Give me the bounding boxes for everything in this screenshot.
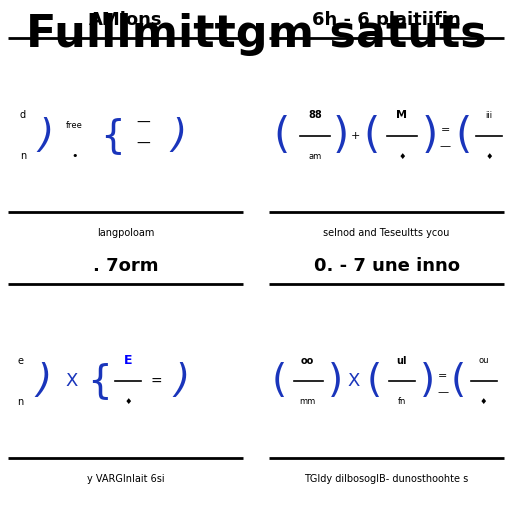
Text: =: =	[438, 371, 447, 381]
Text: =: =	[441, 125, 450, 136]
Text: ou: ou	[479, 356, 489, 366]
Text: —: —	[440, 141, 451, 151]
Text: am: am	[308, 152, 322, 161]
Text: (: (	[451, 362, 466, 400]
Text: (: (	[273, 115, 290, 157]
Text: ): )	[174, 362, 189, 400]
Text: n: n	[17, 397, 24, 407]
Text: ): )	[172, 117, 187, 155]
Text: —: —	[437, 387, 449, 397]
Text: {: {	[88, 362, 112, 400]
Text: mm: mm	[299, 397, 315, 407]
Text: iii: iii	[485, 111, 493, 120]
Text: TGIdy dilbosogIB- dunosthoohte s: TGIdy dilbosogIB- dunosthoohte s	[305, 474, 468, 484]
Text: langpoloam: langpoloam	[97, 228, 154, 238]
Text: E: E	[124, 354, 132, 368]
Text: AMions: AMions	[89, 11, 162, 29]
Text: ♦: ♦	[485, 152, 493, 161]
Text: (: (	[271, 362, 287, 400]
Text: X: X	[66, 372, 78, 391]
Text: Fulllmittgm satuts: Fulllmittgm satuts	[26, 13, 486, 56]
Text: d: d	[20, 110, 26, 120]
Text: —: —	[137, 116, 150, 130]
Text: ): )	[422, 115, 438, 157]
Text: ): )	[420, 362, 435, 400]
Text: (: (	[455, 115, 472, 157]
Text: ): )	[328, 362, 343, 400]
Text: ♦: ♦	[398, 152, 406, 161]
Text: ♦: ♦	[480, 397, 487, 407]
Text: (: (	[366, 362, 381, 400]
Text: e: e	[17, 356, 24, 366]
Text: —: —	[137, 136, 150, 151]
Text: free: free	[66, 121, 82, 130]
Text: oo: oo	[301, 356, 314, 366]
Text: ): )	[332, 115, 349, 157]
Text: selnod and Teseultts ycou: selnod and Teseultts ycou	[324, 228, 450, 238]
Text: fn: fn	[398, 397, 406, 407]
Text: 6h - 6 plaitiifin: 6h - 6 plaitiifin	[312, 11, 461, 29]
Text: 0. - 7 une inno: 0. - 7 une inno	[313, 257, 460, 275]
Text: X: X	[347, 372, 359, 391]
Text: ul: ul	[397, 356, 407, 366]
Text: ): )	[38, 117, 54, 155]
Text: n: n	[20, 151, 26, 161]
Text: {: {	[100, 117, 125, 155]
Text: =: =	[151, 374, 162, 389]
Text: •: •	[71, 151, 77, 161]
Text: . 7orm: . 7orm	[93, 257, 158, 275]
Text: M: M	[396, 110, 408, 120]
Text: ): )	[36, 362, 51, 400]
Text: (: (	[363, 115, 379, 157]
Text: 88: 88	[308, 110, 322, 120]
Text: y VARGInIait 6si: y VARGInIait 6si	[87, 474, 164, 484]
Text: ♦: ♦	[124, 397, 132, 407]
Text: +: +	[351, 131, 360, 141]
